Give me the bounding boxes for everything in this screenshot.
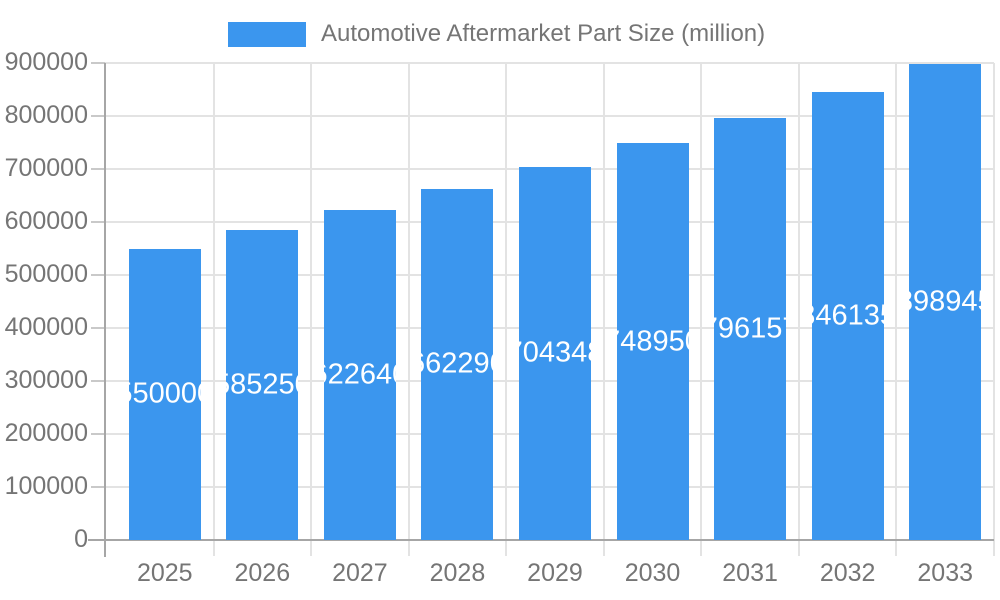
y-axis-tick	[91, 274, 105, 276]
y-axis-tick	[91, 221, 105, 223]
gridline-vertical	[310, 63, 313, 556]
y-axis-line	[104, 63, 106, 557]
bar-value-label: 622640	[324, 358, 396, 391]
y-axis-tick-label: 600000	[4, 207, 88, 235]
x-axis-tick-label: 2031	[722, 559, 778, 587]
x-axis-tick-label: 2032	[819, 559, 876, 587]
bar: 748950	[616, 143, 689, 540]
y-axis-tick	[91, 380, 105, 382]
bar: 898945	[909, 63, 982, 540]
bar: 550000	[128, 248, 201, 540]
bar: 622640	[323, 210, 396, 540]
x-axis-tick-label: 2030	[624, 559, 681, 587]
gridline-vertical	[407, 63, 410, 556]
y-axis-tick	[91, 433, 105, 435]
y-axis-tick-label: 800000	[4, 101, 88, 129]
y-axis-tick-label: 300000	[4, 366, 88, 394]
y-axis-tick-label: 400000	[4, 313, 88, 341]
legend-swatch	[228, 21, 306, 47]
bar-value-label: 585250	[226, 368, 298, 401]
bar: 846135	[811, 91, 884, 540]
y-axis-tick-label: 500000	[4, 260, 88, 288]
bar: 585250	[226, 229, 299, 540]
gridline-horizontal	[105, 115, 994, 117]
y-axis-tick	[91, 62, 105, 64]
bar-value-label: 898945	[909, 285, 981, 318]
bar-value-label: 704348	[519, 336, 591, 369]
bar-value-label: 846135	[812, 299, 884, 332]
y-axis-tick	[91, 168, 105, 170]
gridline-vertical	[212, 63, 215, 556]
bar-value-label: 550000	[129, 377, 201, 410]
y-axis-tick	[91, 486, 105, 488]
x-axis-tick-label: 2033	[917, 559, 974, 587]
bar: 662290	[421, 188, 494, 540]
y-axis-tick-label: 200000	[4, 419, 88, 447]
y-axis-tick-label: 100000	[4, 472, 88, 500]
gridline-vertical	[895, 63, 898, 556]
gridline-vertical	[505, 63, 508, 556]
bar: 704348	[519, 166, 591, 540]
y-axis-tick	[91, 115, 105, 117]
legend-label: Automotive Aftermarket Part Size (millio…	[321, 20, 766, 47]
x-axis-tick-label: 2029	[527, 559, 583, 587]
y-axis-tick	[91, 327, 105, 329]
gridline-vertical	[700, 63, 703, 556]
x-axis-tick-label: 2025	[136, 559, 193, 587]
y-axis-tick-label: 900000	[4, 48, 88, 76]
legend[interactable]: Automotive Aftermarket Part Size (millio…	[228, 20, 765, 48]
x-axis-line	[88, 539, 994, 541]
gridline-horizontal	[105, 62, 994, 64]
y-axis-tick-label: 700000	[4, 154, 88, 182]
gridline-vertical	[993, 63, 995, 556]
x-axis-tick-label: 2026	[234, 559, 291, 587]
bar: 796157	[714, 118, 787, 540]
bar-value-label: 796157	[714, 312, 786, 345]
bar-value-label: 662290	[421, 347, 493, 380]
bar-value-label: 748950	[617, 325, 689, 358]
y-axis-tick-label: 0	[74, 525, 88, 553]
x-axis-tick-label: 2028	[429, 559, 486, 587]
gridline-vertical	[602, 63, 605, 556]
x-axis-tick-label: 2027	[332, 559, 388, 587]
gridline-vertical	[797, 63, 800, 556]
